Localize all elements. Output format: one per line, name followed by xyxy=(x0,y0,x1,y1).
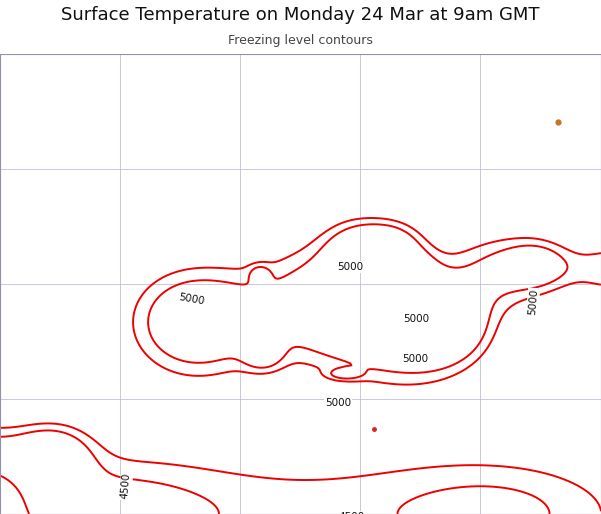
Text: 5000: 5000 xyxy=(325,398,351,408)
Text: 4500: 4500 xyxy=(120,472,132,500)
Text: Surface Temperature on Monday 24 Mar at 9am GMT: Surface Temperature on Monday 24 Mar at … xyxy=(61,6,540,24)
Text: Freezing level contours: Freezing level contours xyxy=(228,34,373,47)
Text: 4500: 4500 xyxy=(339,512,365,514)
Text: 5000: 5000 xyxy=(337,262,363,272)
Text: 5000: 5000 xyxy=(403,314,429,324)
Text: 5000: 5000 xyxy=(527,288,539,316)
Text: 5000: 5000 xyxy=(402,354,428,364)
Text: 5000: 5000 xyxy=(178,292,206,306)
